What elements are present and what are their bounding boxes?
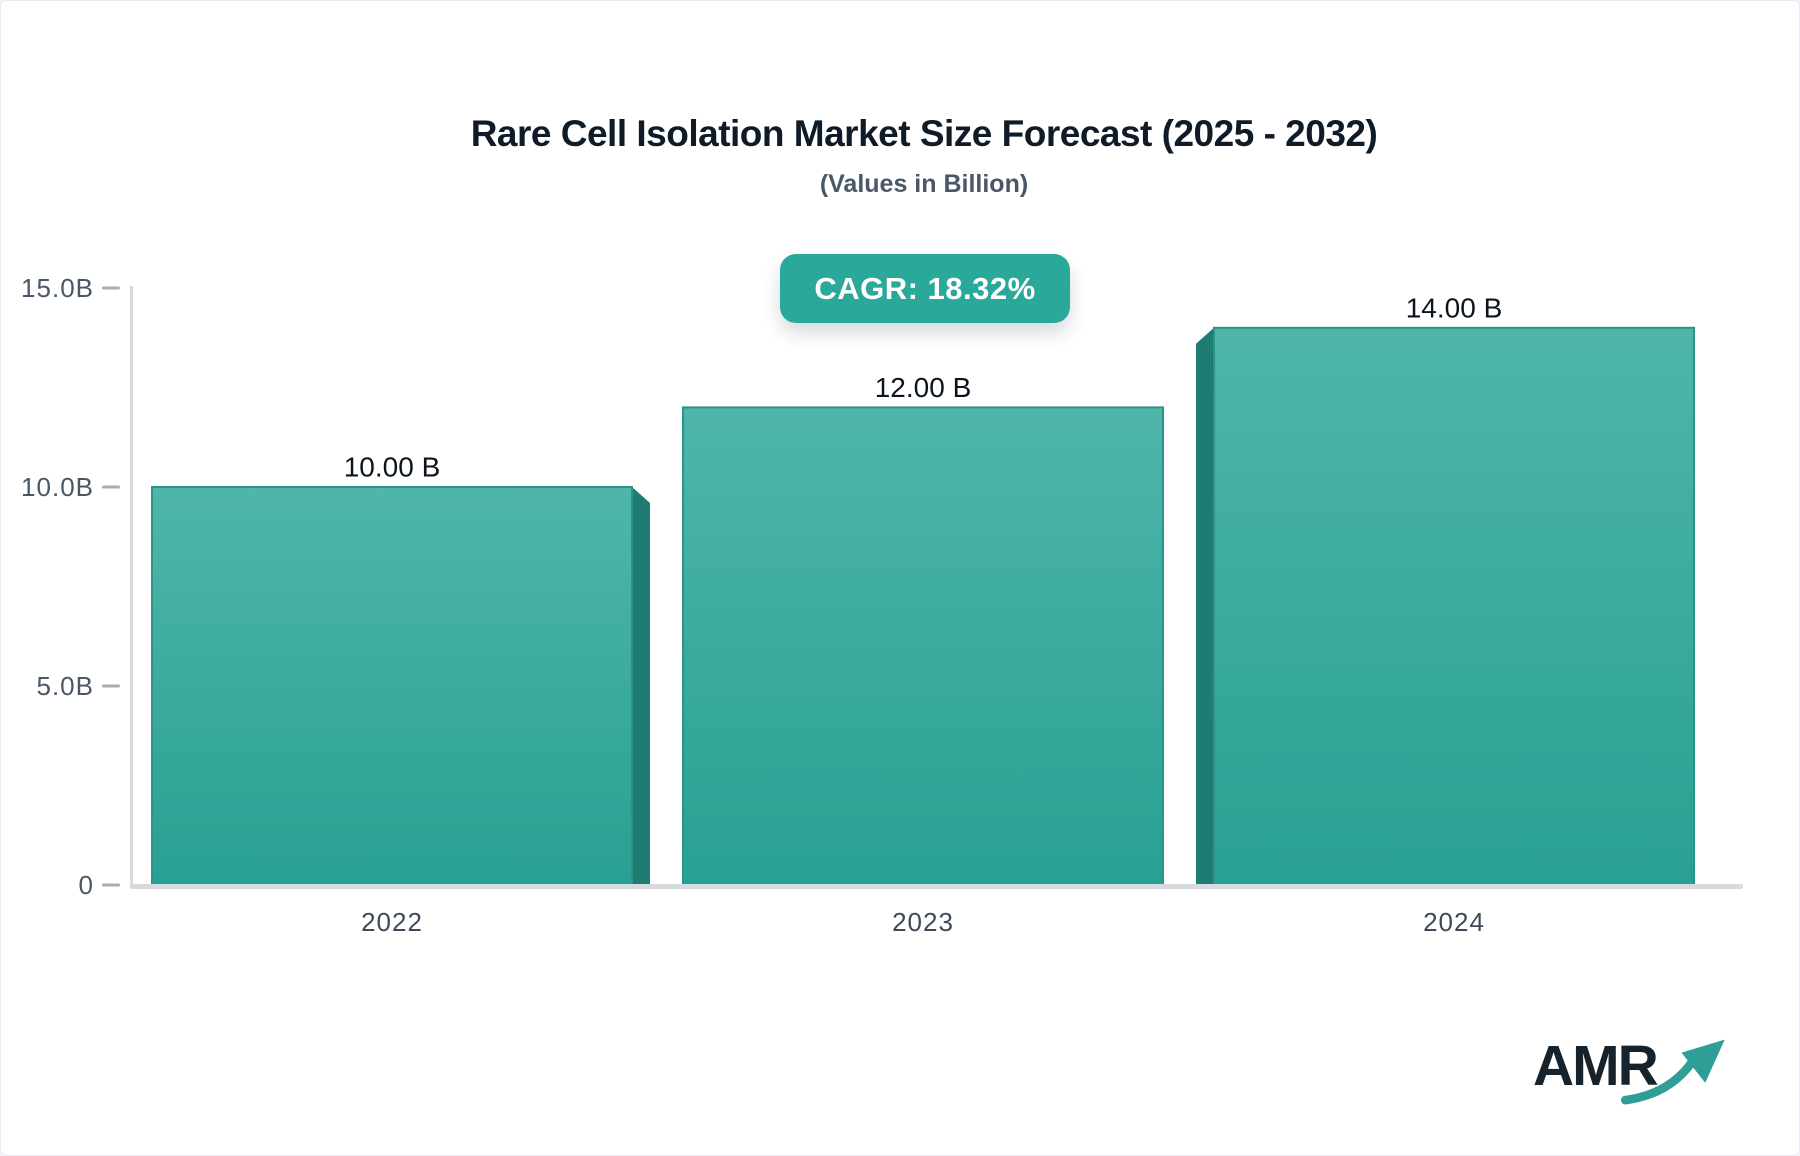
x-tick-label-2022: 2022	[361, 907, 423, 937]
y-tick-label-15.0B: 15.0B	[21, 273, 94, 303]
y-tick-dash	[102, 883, 120, 887]
y-tick-label-5.0B: 5.0B	[37, 671, 95, 701]
bar-2023[interactable]	[682, 406, 1164, 886]
cagr-badge: CAGR: 18.32%	[780, 254, 1070, 323]
logo-text: AMR	[1533, 1034, 1659, 1098]
logo-arrow-icon	[1621, 1039, 1725, 1105]
amr-logo: AMR	[1533, 1033, 1733, 1117]
bar-value-label: 14.00 B	[1406, 292, 1503, 323]
bar-value-label: 10.00 B	[344, 452, 441, 483]
bar-2022[interactable]	[151, 486, 633, 886]
y-tick-dash	[102, 286, 120, 290]
y-tick-dash	[102, 684, 120, 688]
bar-2024[interactable]	[1213, 326, 1695, 886]
y-tick-label-10.0B: 10.0B	[21, 472, 94, 502]
x-axis-line	[130, 884, 1743, 889]
bar-side-face	[632, 487, 650, 885]
bar-value-label: 12.00 B	[875, 372, 972, 403]
bar-side-face	[1196, 327, 1214, 885]
x-tick-label-2023: 2023	[892, 907, 954, 937]
y-axis-line	[130, 286, 133, 885]
y-tick-dash	[102, 485, 120, 489]
x-tick-label-2024: 2024	[1423, 907, 1485, 937]
y-tick-label-0: 0	[79, 870, 94, 900]
